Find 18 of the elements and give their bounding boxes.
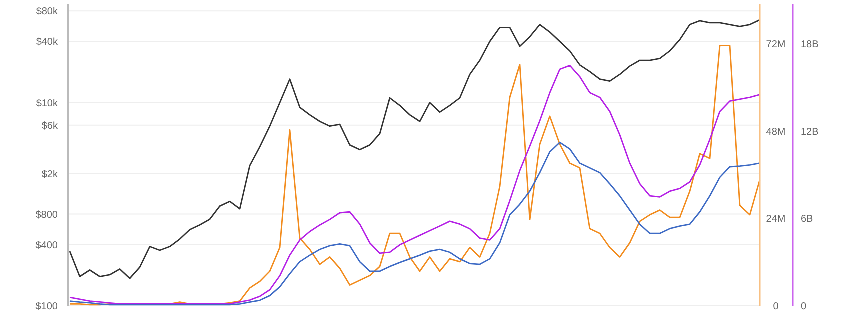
y2-tick-label: 48M — [766, 126, 786, 138]
line-series — [69, 142, 761, 306]
y2-tick-label: 72M — [766, 40, 786, 51]
y-tick-label: $800 — [36, 210, 58, 221]
y-tick-label: $2k — [42, 169, 59, 180]
y-tick-label: $400 — [36, 240, 58, 252]
y-tick-label: $80k — [36, 6, 59, 18]
y3-tick-label: 6B — [801, 214, 814, 226]
y3-tick-label: 12B — [801, 126, 820, 138]
y-tick-label: $100 — [36, 302, 58, 312]
y3-tick-label: 18B — [801, 40, 820, 51]
y-tick-label: $40k — [36, 37, 59, 48]
y2-tick-label: 24M — [766, 214, 786, 226]
y2-tick-label: 0 — [773, 302, 780, 312]
y-tick-label: $10k — [36, 98, 59, 110]
y3-tick-label: 0 — [801, 302, 807, 312]
line-series — [69, 19, 761, 280]
y-tick-label: $6k — [42, 120, 59, 132]
